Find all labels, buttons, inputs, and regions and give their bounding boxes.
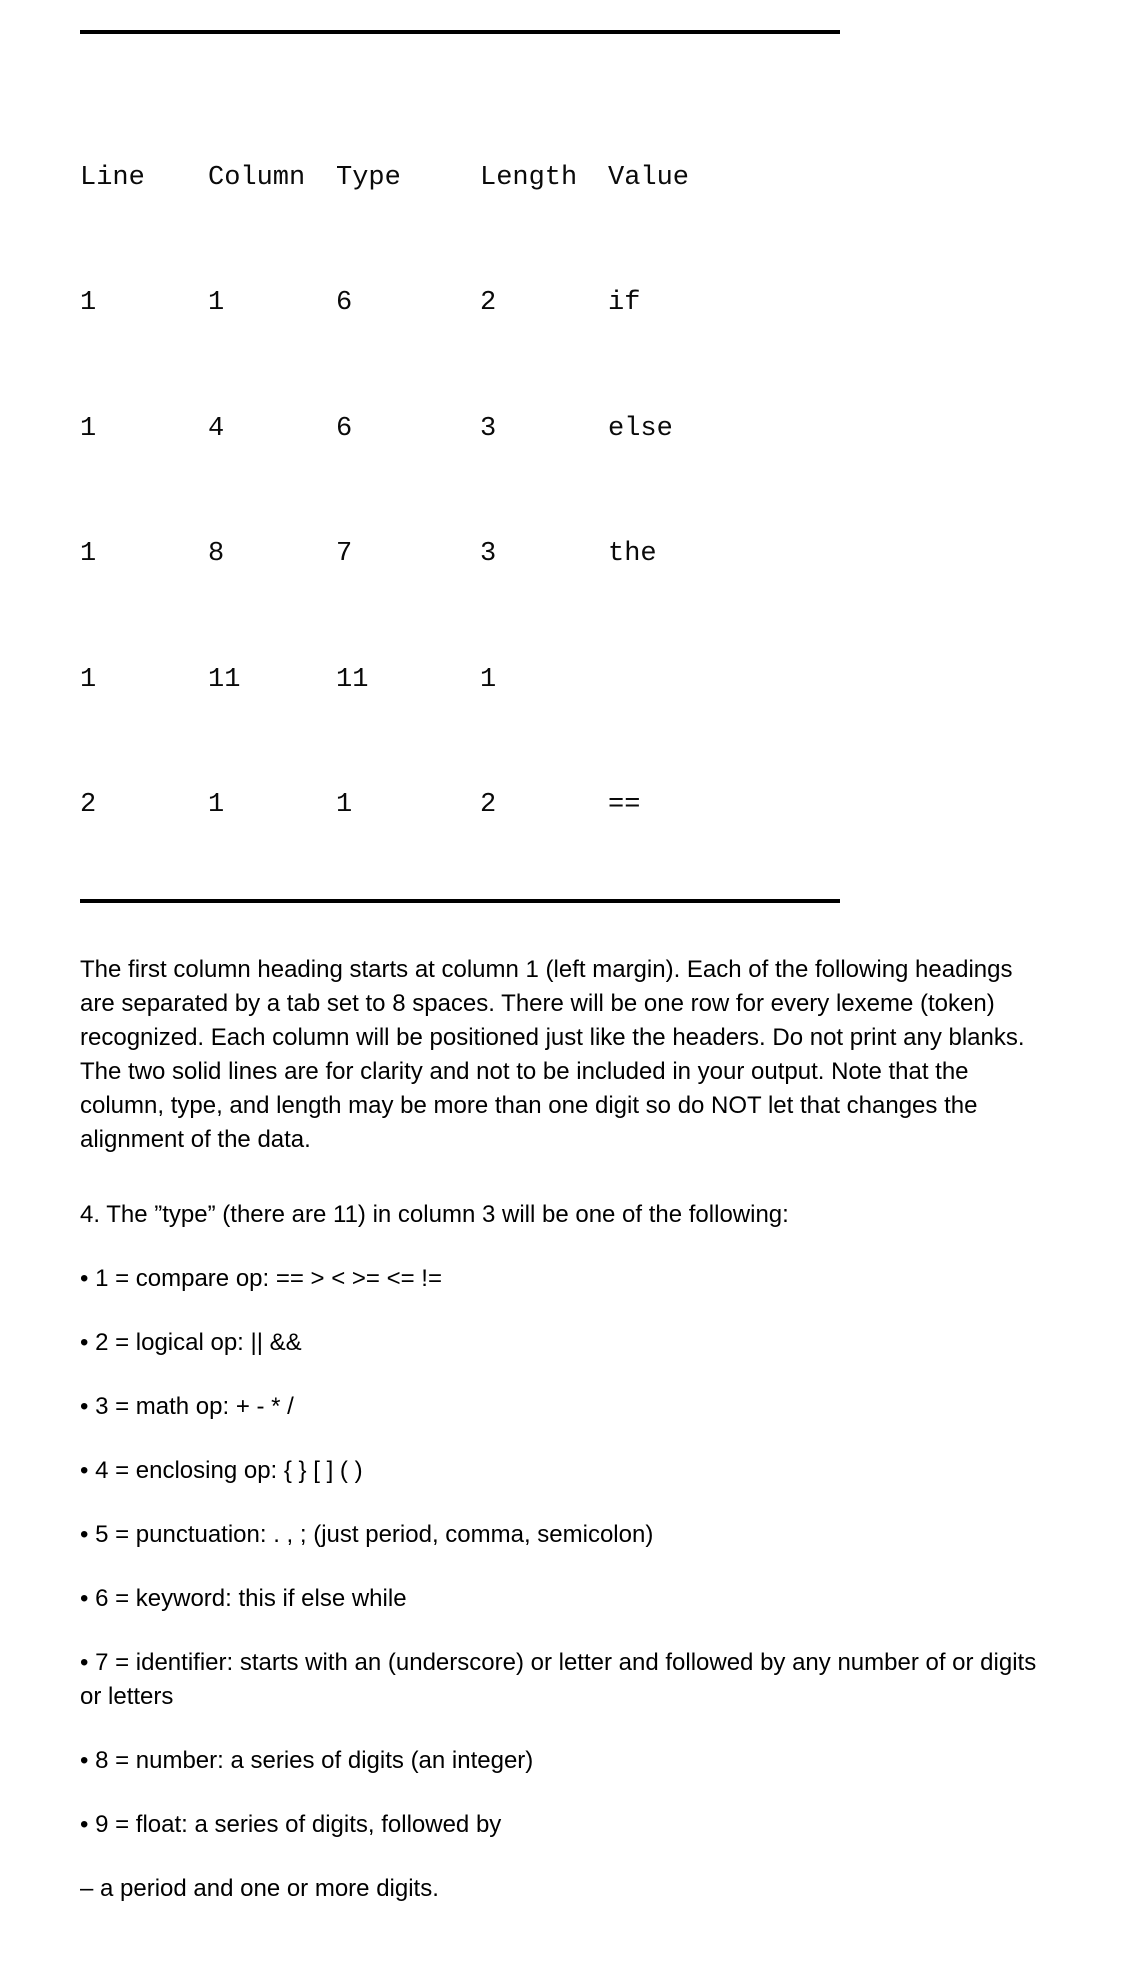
bottom-rule	[80, 899, 840, 903]
table-row: 1873the	[80, 534, 1044, 576]
description-paragraph: The first column heading starts at colum…	[80, 953, 1044, 1157]
type-6: • 6 = keyword: this if else while	[80, 1582, 1044, 1616]
type-list-intro: 4. The ”type” (there are 11) in column 3…	[80, 1198, 1044, 1232]
table-row: 1463else	[80, 409, 1044, 451]
type-3: • 3 = math op: + - * /	[80, 1390, 1044, 1424]
type-7: • 7 = identifier: starts with an (unders…	[80, 1646, 1044, 1714]
table-row: 1162if	[80, 283, 1044, 325]
type-9-sub: – a period and one or more digits.	[80, 1872, 1044, 1906]
col-header-length: Length	[480, 158, 608, 200]
col-header-value: Value	[608, 158, 689, 200]
table-row: 111111	[80, 660, 1044, 702]
type-1: • 1 = compare op: == > < >= <= !=	[80, 1262, 1044, 1296]
type-4: • 4 = enclosing op: { } [ ] ( )	[80, 1454, 1044, 1488]
col-header-line: Line	[80, 158, 208, 200]
top-rule	[80, 30, 840, 34]
table-row: 2112==	[80, 785, 1044, 827]
col-header-column: Column	[208, 158, 336, 200]
table-header-row: LineColumnTypeLengthValue	[80, 158, 1044, 200]
type-5: • 5 = punctuation: . , ; (just period, c…	[80, 1518, 1044, 1552]
col-header-type: Type	[336, 158, 480, 200]
type-9: • 9 = float: a series of digits, followe…	[80, 1808, 1044, 1842]
token-table: LineColumnTypeLengthValue 1162if 1463els…	[80, 74, 1044, 869]
type-2: • 2 = logical op: || &&	[80, 1326, 1044, 1360]
type-8: • 8 = number: a series of digits (an int…	[80, 1744, 1044, 1778]
